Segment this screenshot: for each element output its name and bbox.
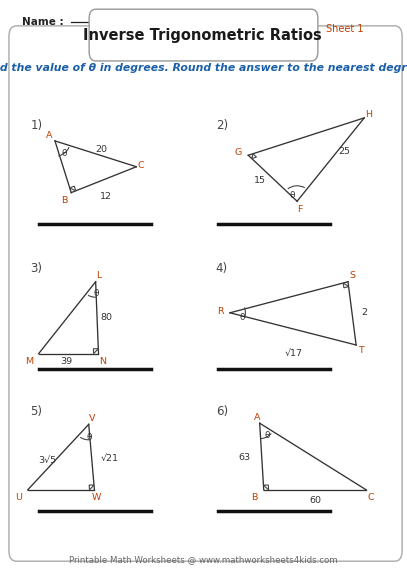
Text: θ: θ: [61, 149, 67, 158]
Text: F: F: [297, 205, 302, 214]
Text: 1): 1): [31, 119, 43, 132]
FancyBboxPatch shape: [89, 9, 318, 61]
Text: 20: 20: [95, 145, 107, 154]
Text: B: B: [252, 493, 258, 503]
Text: U: U: [15, 493, 22, 503]
Text: N: N: [99, 357, 106, 366]
Text: θ: θ: [240, 313, 245, 323]
Text: L: L: [96, 271, 101, 281]
Text: R: R: [217, 307, 223, 316]
Text: 39: 39: [60, 357, 72, 366]
Text: A: A: [46, 131, 52, 140]
Text: S: S: [349, 271, 355, 281]
Text: 6): 6): [216, 405, 228, 417]
Text: M: M: [25, 357, 33, 366]
Text: θ: θ: [94, 289, 99, 298]
Text: 4): 4): [216, 262, 228, 275]
Text: B: B: [61, 196, 67, 205]
Text: Find the value of θ in degrees. Round the answer to the nearest degree.: Find the value of θ in degrees. Round th…: [0, 63, 407, 73]
Text: C: C: [367, 493, 374, 503]
Text: T: T: [358, 346, 364, 355]
Text: Name :: Name :: [22, 17, 64, 27]
Text: 63: 63: [238, 453, 250, 462]
Text: 3): 3): [31, 262, 42, 275]
Text: θ: θ: [87, 432, 92, 442]
Text: 60: 60: [309, 496, 321, 505]
Text: Printable Math Worksheets @ www.mathworksheets4kids.com: Printable Math Worksheets @ www.mathwork…: [69, 555, 338, 565]
Text: C: C: [137, 161, 144, 170]
Text: √21: √21: [101, 454, 119, 463]
Text: 25: 25: [338, 147, 350, 156]
Text: 5): 5): [31, 405, 42, 417]
Text: 15: 15: [254, 176, 266, 185]
Text: 2: 2: [362, 308, 368, 317]
Text: 3√5: 3√5: [38, 455, 56, 465]
Text: 12: 12: [100, 192, 112, 201]
Text: H: H: [365, 110, 372, 119]
Text: √17: √17: [285, 349, 303, 358]
Text: V: V: [89, 414, 95, 423]
Text: θ: θ: [289, 191, 295, 200]
Text: 80: 80: [101, 313, 113, 323]
Text: A: A: [254, 413, 260, 422]
Text: G: G: [235, 148, 242, 158]
Text: W: W: [92, 493, 102, 503]
Text: Sheet 1: Sheet 1: [326, 24, 363, 34]
Text: 2): 2): [216, 119, 228, 132]
Text: Inverse Trigonometric Ratios: Inverse Trigonometric Ratios: [83, 28, 322, 43]
Text: θ: θ: [265, 431, 270, 440]
FancyBboxPatch shape: [9, 26, 402, 561]
